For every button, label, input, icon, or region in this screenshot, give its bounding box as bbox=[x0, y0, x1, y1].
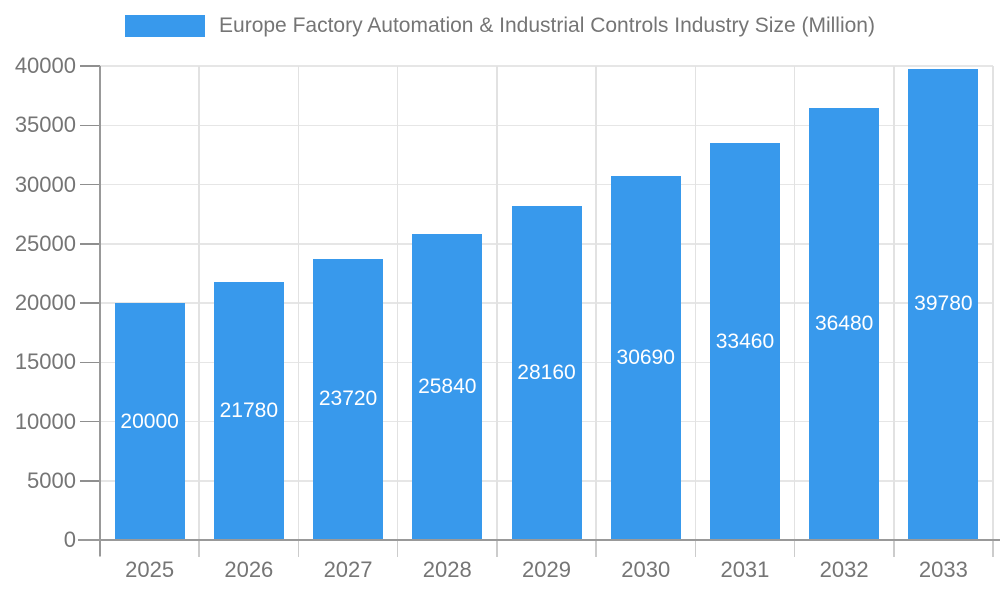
bar-2029[interactable]: 28160 bbox=[511, 206, 582, 540]
y-axis-label: 35000 bbox=[14, 112, 76, 138]
y-gridline bbox=[100, 124, 993, 126]
bar-value-label: 25840 bbox=[418, 374, 477, 398]
y-axis-label: 20000 bbox=[14, 290, 76, 315]
x-axis-label: 2028 bbox=[422, 557, 472, 582]
x-gridline bbox=[893, 66, 895, 540]
x-axis-tick bbox=[198, 540, 200, 557]
y-axis-label: 5000 bbox=[27, 467, 76, 493]
legend-swatch bbox=[125, 15, 206, 37]
bar-value-label: 33460 bbox=[715, 329, 775, 353]
chart-legend[interactable]: Europe Factory Automation & Industrial C… bbox=[0, 14, 1000, 38]
bar-2026[interactable]: 21780 bbox=[213, 281, 284, 540]
y-gridline bbox=[100, 65, 993, 67]
bar-2031[interactable]: 33460 bbox=[709, 143, 780, 540]
x-axis-tick bbox=[992, 540, 994, 557]
x-gridline bbox=[595, 66, 597, 540]
y-axis-label: 40000 bbox=[14, 53, 76, 78]
y-axis-tick bbox=[80, 361, 100, 363]
y-axis-tick bbox=[80, 243, 100, 245]
bar-value-label: 28160 bbox=[517, 361, 576, 385]
y-axis-label: 0 bbox=[63, 527, 76, 552]
bar-value-label: 21780 bbox=[219, 398, 279, 422]
y-axis-tick bbox=[80, 420, 100, 423]
x-axis-tick bbox=[694, 540, 697, 557]
legend-series-label: Europe Factory Automation & Industrial C… bbox=[219, 14, 875, 37]
bar-2032[interactable]: 36480 bbox=[809, 107, 880, 540]
x-axis-label: 2032 bbox=[819, 557, 869, 582]
y-axis-label: 15000 bbox=[14, 349, 76, 375]
x-axis-label: 2031 bbox=[720, 557, 770, 582]
bar-2025[interactable]: 20000 bbox=[114, 303, 185, 540]
y-axis-label: 30000 bbox=[14, 171, 76, 197]
x-gridline bbox=[694, 66, 697, 540]
y-axis-label: 25000 bbox=[14, 230, 76, 256]
bar-2030[interactable]: 30690 bbox=[610, 176, 681, 540]
x-axis-line bbox=[78, 539, 1000, 541]
x-axis-label: 2033 bbox=[918, 557, 968, 582]
x-gridline bbox=[396, 66, 399, 540]
x-axis-tick bbox=[595, 540, 597, 557]
x-gridline bbox=[793, 66, 796, 540]
bar-value-label: 30690 bbox=[616, 346, 675, 370]
bar-value-label: 20000 bbox=[120, 409, 179, 433]
y-gridline bbox=[100, 183, 993, 186]
bar-value-label: 23720 bbox=[318, 387, 378, 411]
y-axis-tick bbox=[80, 124, 100, 126]
x-axis-label: 2027 bbox=[323, 557, 373, 582]
bar-value-label: 36480 bbox=[814, 311, 874, 335]
y-axis-tick bbox=[80, 65, 100, 67]
x-axis-label: 2025 bbox=[125, 557, 175, 582]
x-axis-tick bbox=[893, 540, 895, 557]
x-gridline bbox=[297, 66, 300, 540]
x-axis-tick bbox=[297, 540, 300, 557]
y-axis-tick bbox=[80, 183, 100, 186]
bar-2028[interactable]: 25840 bbox=[412, 233, 483, 540]
x-gridline bbox=[992, 66, 994, 540]
x-axis-tick bbox=[496, 540, 498, 557]
bar-2027[interactable]: 23720 bbox=[313, 258, 384, 540]
x-axis-tick bbox=[793, 540, 796, 557]
x-axis-tick bbox=[396, 540, 399, 557]
y-axis-tick bbox=[80, 480, 100, 482]
x-axis-label: 2026 bbox=[224, 557, 274, 582]
bar-2033[interactable]: 39780 bbox=[908, 68, 979, 540]
x-axis-label: 2029 bbox=[522, 557, 571, 582]
x-gridline bbox=[496, 66, 498, 540]
x-axis-label: 2030 bbox=[621, 557, 671, 582]
x-gridline bbox=[198, 66, 200, 540]
y-axis-line bbox=[99, 66, 101, 556]
y-axis-label: 10000 bbox=[14, 408, 76, 434]
y-axis-tick bbox=[80, 302, 100, 304]
bar-value-label: 39780 bbox=[914, 292, 973, 316]
